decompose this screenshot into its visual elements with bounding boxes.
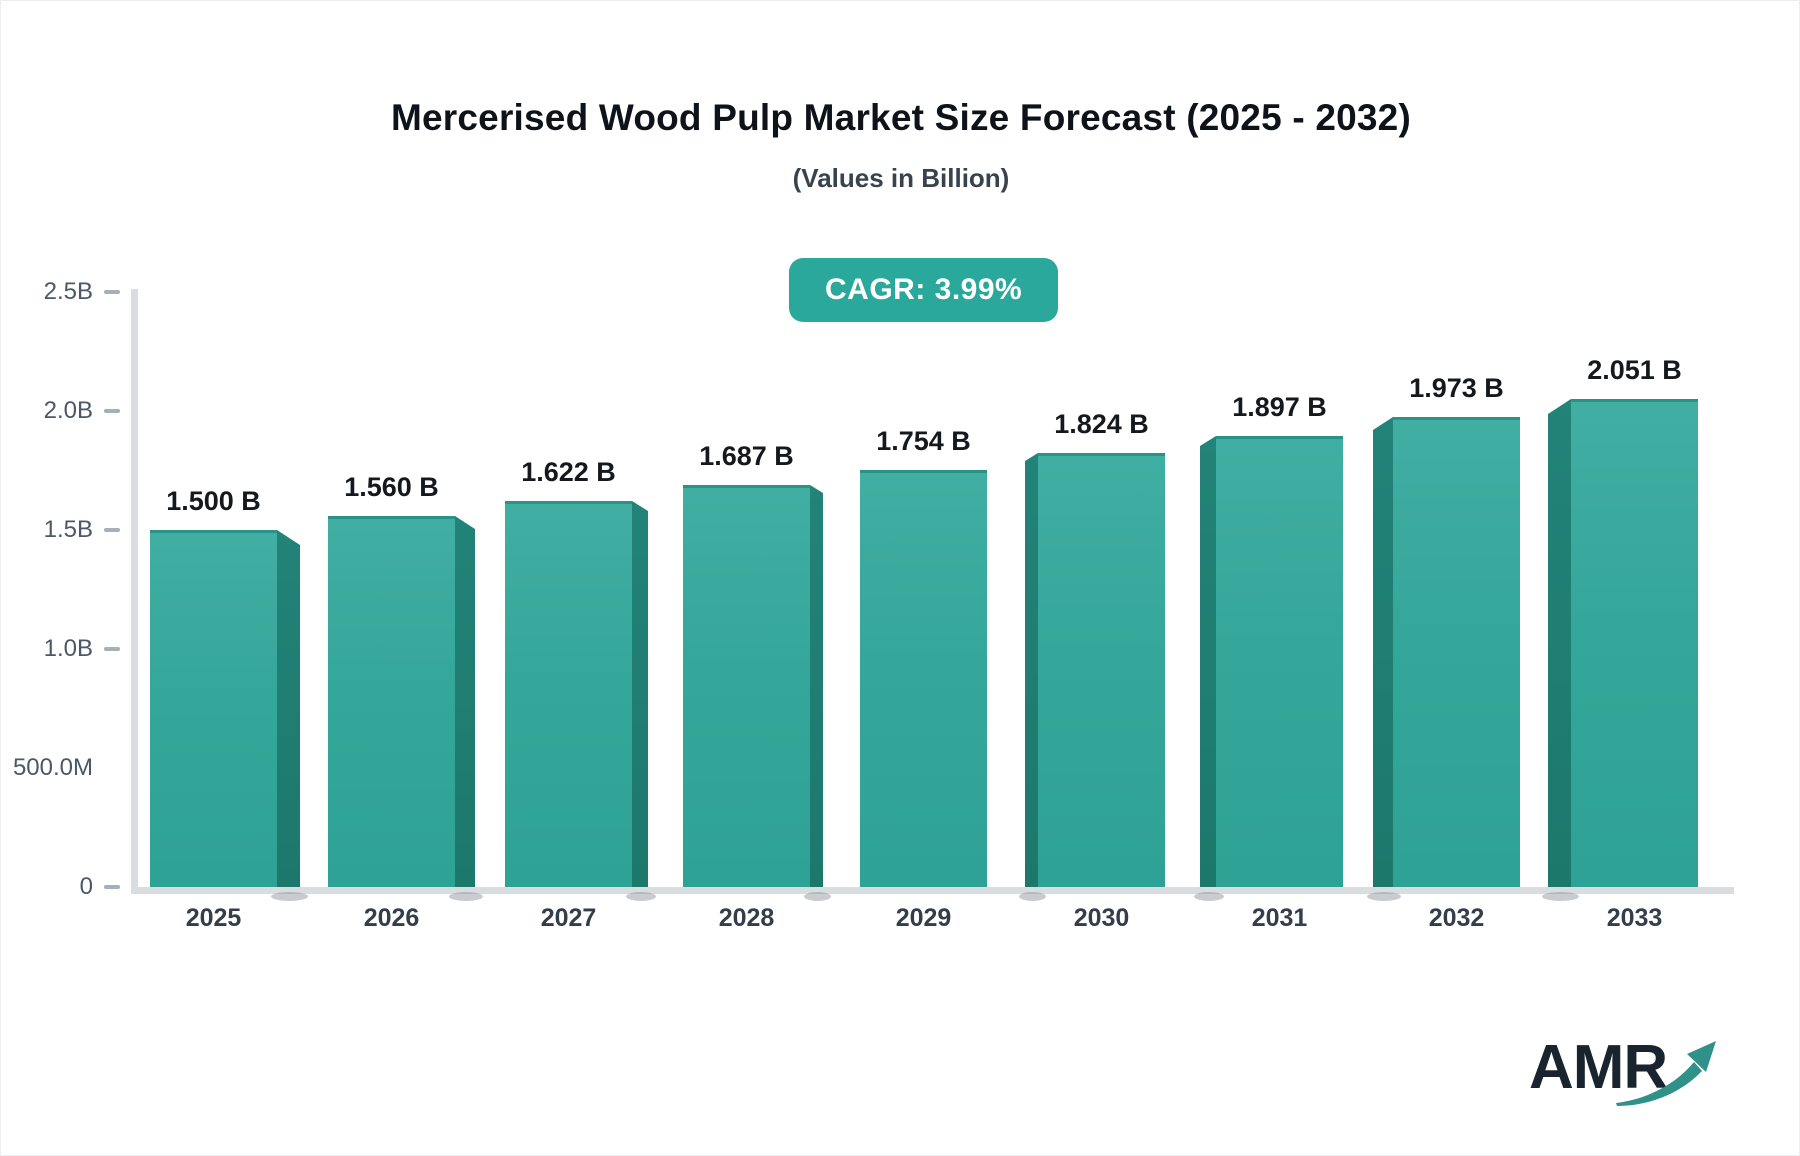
bar-2033	[1571, 399, 1698, 887]
bar-2031	[1216, 436, 1343, 887]
bar-side-2031	[1200, 436, 1216, 887]
x-axis-label-2028: 2028	[718, 904, 775, 932]
bar-shadow-2030	[1019, 892, 1046, 901]
bar-side-2026	[455, 516, 475, 887]
bar-2032	[1393, 417, 1520, 887]
chart-title: Mercerised Wood Pulp Market Size Forecas…	[391, 97, 1411, 138]
cagr-badge: CAGR: 3.99%	[789, 258, 1059, 322]
y-tick-label: 1.5B	[43, 516, 93, 543]
bar-2030	[1038, 453, 1165, 887]
bar-2026	[328, 516, 455, 887]
bar-value-label: 1.560 B	[344, 472, 439, 502]
chart-subtitle: (Values in Billion)	[792, 163, 1010, 193]
y-tick-mark	[104, 290, 120, 294]
x-axis-label-2027: 2027	[540, 904, 597, 932]
x-axis-label-2030: 2030	[1073, 904, 1130, 932]
bar-shadow-2027	[626, 892, 656, 901]
bar-shadow-2032	[1367, 892, 1401, 901]
bar-side-2025	[277, 530, 300, 887]
bar-value-label: 1.687 B	[699, 441, 794, 471]
bar-side-2030	[1025, 453, 1038, 887]
bar-shadow-2026	[449, 892, 483, 901]
bar-2028	[683, 485, 810, 887]
bar-side-2032	[1373, 417, 1393, 887]
bar-value-label: 1.622 B	[521, 457, 616, 487]
bar-2025	[150, 530, 277, 887]
bar-value-label: 1.500 B	[166, 486, 261, 516]
x-axis-label-2031: 2031	[1251, 904, 1308, 932]
bar-value-label: 1.824 B	[1054, 409, 1149, 439]
y-tick-mark	[104, 885, 120, 889]
bar-value-label: 1.973 B	[1409, 373, 1504, 403]
bar-shadow-2025	[271, 892, 308, 901]
x-axis-label-2029: 2029	[895, 904, 952, 932]
y-tick-label: 0	[79, 873, 93, 900]
bar-value-label: 1.897 B	[1232, 392, 1327, 422]
x-axis-label-2032: 2032	[1428, 904, 1485, 932]
x-axis-label-2026: 2026	[363, 904, 420, 932]
bar-side-2027	[632, 501, 648, 887]
x-axis-label-2025: 2025	[185, 904, 242, 932]
amr-logo-text: AMR	[1529, 1033, 1668, 1102]
bar-value-label: 1.754 B	[876, 426, 971, 456]
y-tick-label: 2.5B	[43, 278, 93, 305]
y-tick-mark	[104, 528, 120, 532]
bar-side-2028	[810, 485, 823, 887]
bar-shadow-2033	[1542, 892, 1579, 901]
bar-shadow-2031	[1194, 892, 1224, 901]
y-axis-line	[131, 289, 138, 894]
y-tick-label: 2.0B	[43, 397, 93, 424]
y-tick-mark	[104, 409, 120, 413]
bar-side-2033	[1548, 399, 1571, 887]
x-axis-baseline	[131, 887, 1734, 894]
amr-logo: AMR	[1529, 1037, 1729, 1117]
x-axis-label-2033: 2033	[1606, 904, 1663, 932]
cagr-badge-label: CAGR: 3.99%	[825, 273, 1023, 306]
growth-arrow-icon	[1616, 1041, 1716, 1106]
bar-2029	[860, 470, 987, 887]
bar-value-label: 2.051 B	[1587, 355, 1682, 385]
bar-shadow-2028	[804, 892, 831, 901]
bar-2027	[505, 501, 632, 887]
y-tick-label: 1.0B	[43, 635, 93, 662]
y-tick-label: 500.0M	[12, 754, 93, 781]
y-tick-mark	[104, 647, 120, 651]
